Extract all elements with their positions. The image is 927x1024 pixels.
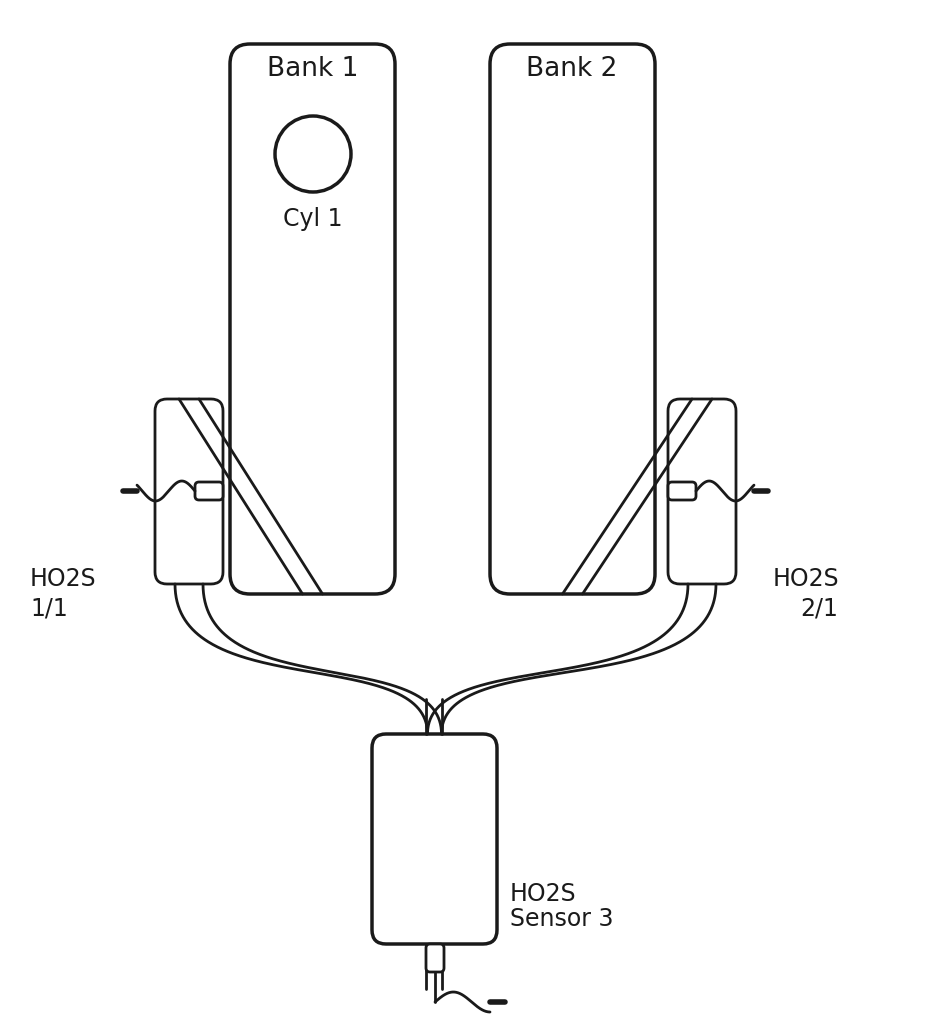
- Text: HO2S: HO2S: [510, 882, 576, 906]
- FancyBboxPatch shape: [230, 44, 395, 594]
- FancyBboxPatch shape: [195, 482, 222, 500]
- FancyBboxPatch shape: [425, 944, 443, 972]
- Text: Cyl 1: Cyl 1: [283, 207, 342, 231]
- FancyBboxPatch shape: [155, 399, 222, 584]
- Text: Bank 2: Bank 2: [526, 56, 617, 82]
- Circle shape: [274, 116, 350, 193]
- Text: 1/1: 1/1: [30, 597, 68, 621]
- Text: Sensor 3: Sensor 3: [510, 907, 613, 931]
- FancyBboxPatch shape: [667, 399, 735, 584]
- FancyBboxPatch shape: [489, 44, 654, 594]
- Text: HO2S: HO2S: [30, 567, 96, 591]
- FancyBboxPatch shape: [667, 482, 695, 500]
- Text: 2/1: 2/1: [799, 597, 837, 621]
- FancyBboxPatch shape: [372, 734, 497, 944]
- Text: HO2S: HO2S: [772, 567, 839, 591]
- Text: Bank 1: Bank 1: [267, 56, 359, 82]
